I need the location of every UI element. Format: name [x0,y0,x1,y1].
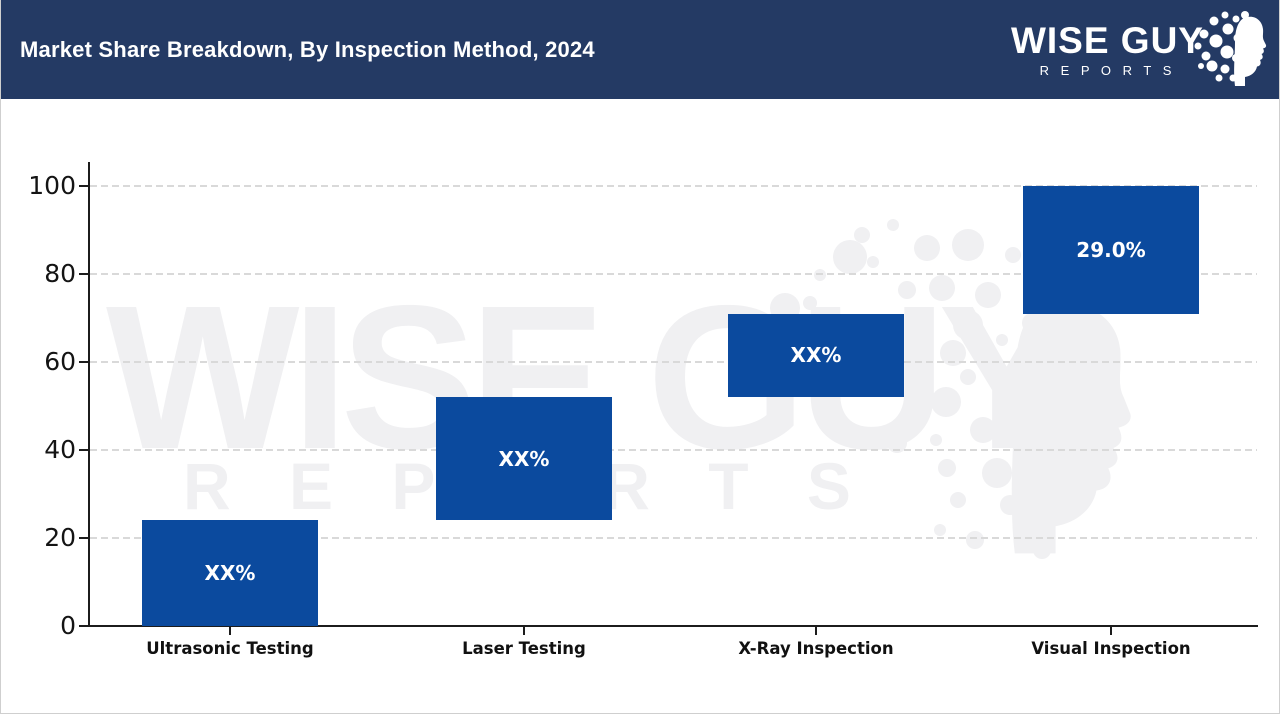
gridline-100 [90,185,1257,187]
bar-value-label: 29.0% [1076,237,1146,262]
y-tick-label: 40 [44,435,76,464]
y-tick-label: 60 [44,347,76,376]
dotted-face-profile-icon [1194,11,1267,86]
gridline-80 [90,273,1257,275]
bar-value-label: XX% [498,446,550,471]
bar-value-label: XX% [790,343,842,368]
bar-x-ray-inspection: XX% [728,313,904,398]
bar-ultrasonic-testing: XX% [142,520,318,626]
chart-plot-area: 0 20 40 60 80 100 XX% Ultrasonic Testing XX% Lase… [0,99,1280,713]
x-tick-mark [523,627,525,635]
y-tick-label: 100 [28,171,76,200]
y-tick-label: 20 [44,523,76,552]
y-tick-mark [79,361,88,363]
brand-subtitle: R E P O R T S [1039,63,1176,78]
brand-name: WISE GUY [1010,20,1204,61]
x-tick-label: Laser Testing [462,639,586,658]
header-bar: Market Share Breakdown, By Inspection Me… [0,0,1280,99]
y-tick-mark [79,185,88,187]
x-tick-label: Ultrasonic Testing [146,639,314,658]
x-tick-mark [229,627,231,635]
x-tick-mark [815,627,817,635]
gridline-20 [90,537,1257,539]
y-tick-mark [79,449,88,451]
y-tick-mark [79,537,88,539]
x-axis-line [86,625,1258,627]
y-tick-mark [79,625,88,627]
x-tick-label: X-Ray Inspection [738,639,894,658]
y-axis-line [88,162,90,626]
bar-visual-inspection: 29.0% [1023,186,1199,314]
gridline-40 [90,449,1257,451]
y-tick-label: 80 [44,259,76,288]
bar-laser-testing: XX% [436,397,612,521]
y-tick-label: 0 [60,611,76,640]
x-tick-mark [1110,627,1112,635]
bar-value-label: XX% [204,561,256,586]
x-tick-label: Visual Inspection [1031,639,1191,658]
page-title: Market Share Breakdown, By Inspection Me… [20,37,595,62]
brand-logo: WISE GUY R E P O R T S [1011,8,1268,92]
gridline-60 [90,361,1257,363]
brand-logo-text: WISE GUY R E P O R T S [1011,21,1204,79]
y-tick-mark [79,273,88,275]
